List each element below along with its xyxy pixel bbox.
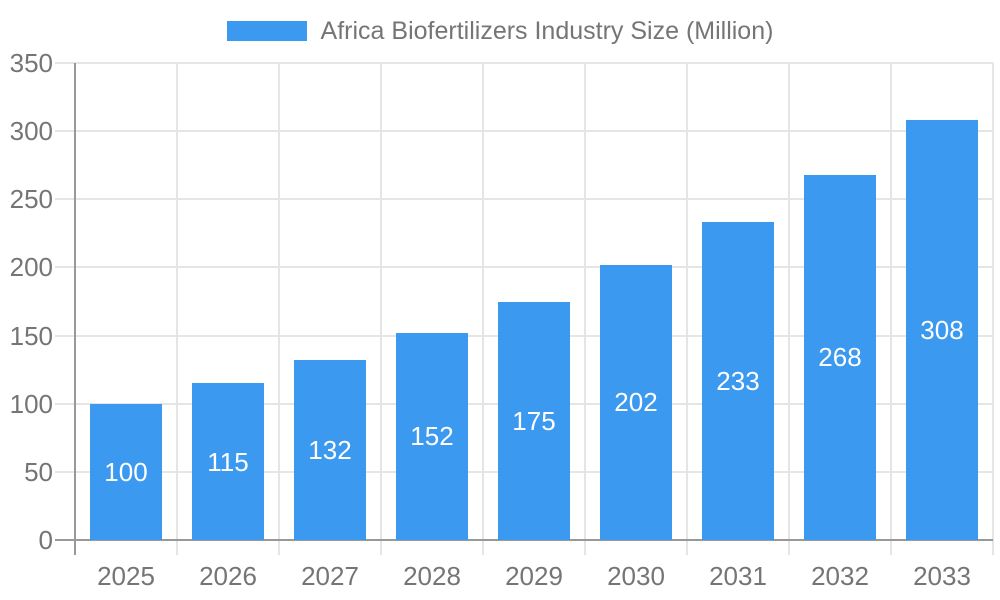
y-tick-label: 50 [24, 456, 53, 487]
bar-value-label: 115 [207, 446, 249, 477]
legend-label[interactable]: Africa Biofertilizers Industry Size (Mil… [320, 17, 774, 45]
bar-2033[interactable] [906, 120, 978, 540]
y-tick-label: 250 [9, 184, 53, 215]
x-tick-label: 2030 [607, 561, 665, 591]
x-tick-label: 2028 [403, 561, 461, 591]
x-gridline [890, 63, 892, 555]
y-gridline [75, 266, 993, 269]
x-axis-line [55, 539, 993, 541]
bar-2026[interactable] [192, 383, 264, 540]
y-tick [55, 62, 75, 64]
y-gridline [75, 198, 993, 201]
x-gridline [788, 63, 790, 555]
x-tick-label: 2032 [811, 561, 869, 591]
y-tick-label: 200 [9, 252, 53, 283]
y-tick [55, 198, 75, 201]
y-axis-line [74, 63, 76, 555]
y-tick-label: 0 [38, 525, 53, 555]
bar-value-label: 268 [818, 342, 862, 373]
bar-2032[interactable] [804, 174, 876, 540]
legend-swatch[interactable] [226, 21, 307, 41]
bar-2030[interactable] [600, 264, 672, 540]
bar-2027[interactable] [294, 360, 366, 540]
y-gridline [75, 62, 993, 64]
y-tick [55, 402, 75, 405]
bar-value-label: 233 [716, 366, 760, 397]
y-tick-label: 300 [9, 116, 53, 147]
y-tick [55, 266, 75, 269]
y-gridline [75, 130, 993, 133]
y-tick-label: 350 [9, 48, 53, 78]
x-tick-label: 2027 [301, 561, 359, 591]
y-tick [55, 334, 75, 337]
y-tick [55, 130, 75, 133]
y-tick-label: 150 [9, 320, 53, 351]
bar-2029[interactable] [498, 301, 570, 540]
x-gridline [482, 63, 484, 555]
x-tick-label: 2031 [709, 561, 767, 591]
x-tick-label: 2033 [913, 561, 971, 591]
bar-2031[interactable] [702, 222, 774, 540]
x-gridline [686, 63, 688, 555]
x-gridline [992, 63, 994, 555]
x-gridline [176, 63, 178, 555]
plot-area: 0 50 100 150 200 250 300 350 100 2025 115 2026 132 20… [10, 48, 994, 591]
bar-2028[interactable] [396, 332, 468, 540]
y-tick [55, 470, 75, 473]
bar-value-label: 202 [614, 387, 658, 418]
x-tick-label: 2025 [97, 561, 155, 591]
x-tick-label: 2026 [199, 561, 257, 591]
bar-value-label: 152 [410, 421, 454, 452]
bar-value-label: 308 [920, 315, 964, 346]
x-tick-label: 2029 [505, 561, 563, 591]
bar-value-label: 175 [512, 405, 556, 436]
x-gridline [278, 63, 280, 555]
bar-2025[interactable] [90, 403, 162, 540]
y-tick-label: 100 [9, 388, 53, 419]
x-gridline [380, 63, 382, 555]
chart-legend: Africa Biofertilizers Industry Size (Mil… [0, 11, 1000, 51]
bar-value-label: 132 [308, 435, 352, 466]
bar-value-label: 100 [104, 456, 148, 487]
x-gridline [584, 63, 586, 555]
